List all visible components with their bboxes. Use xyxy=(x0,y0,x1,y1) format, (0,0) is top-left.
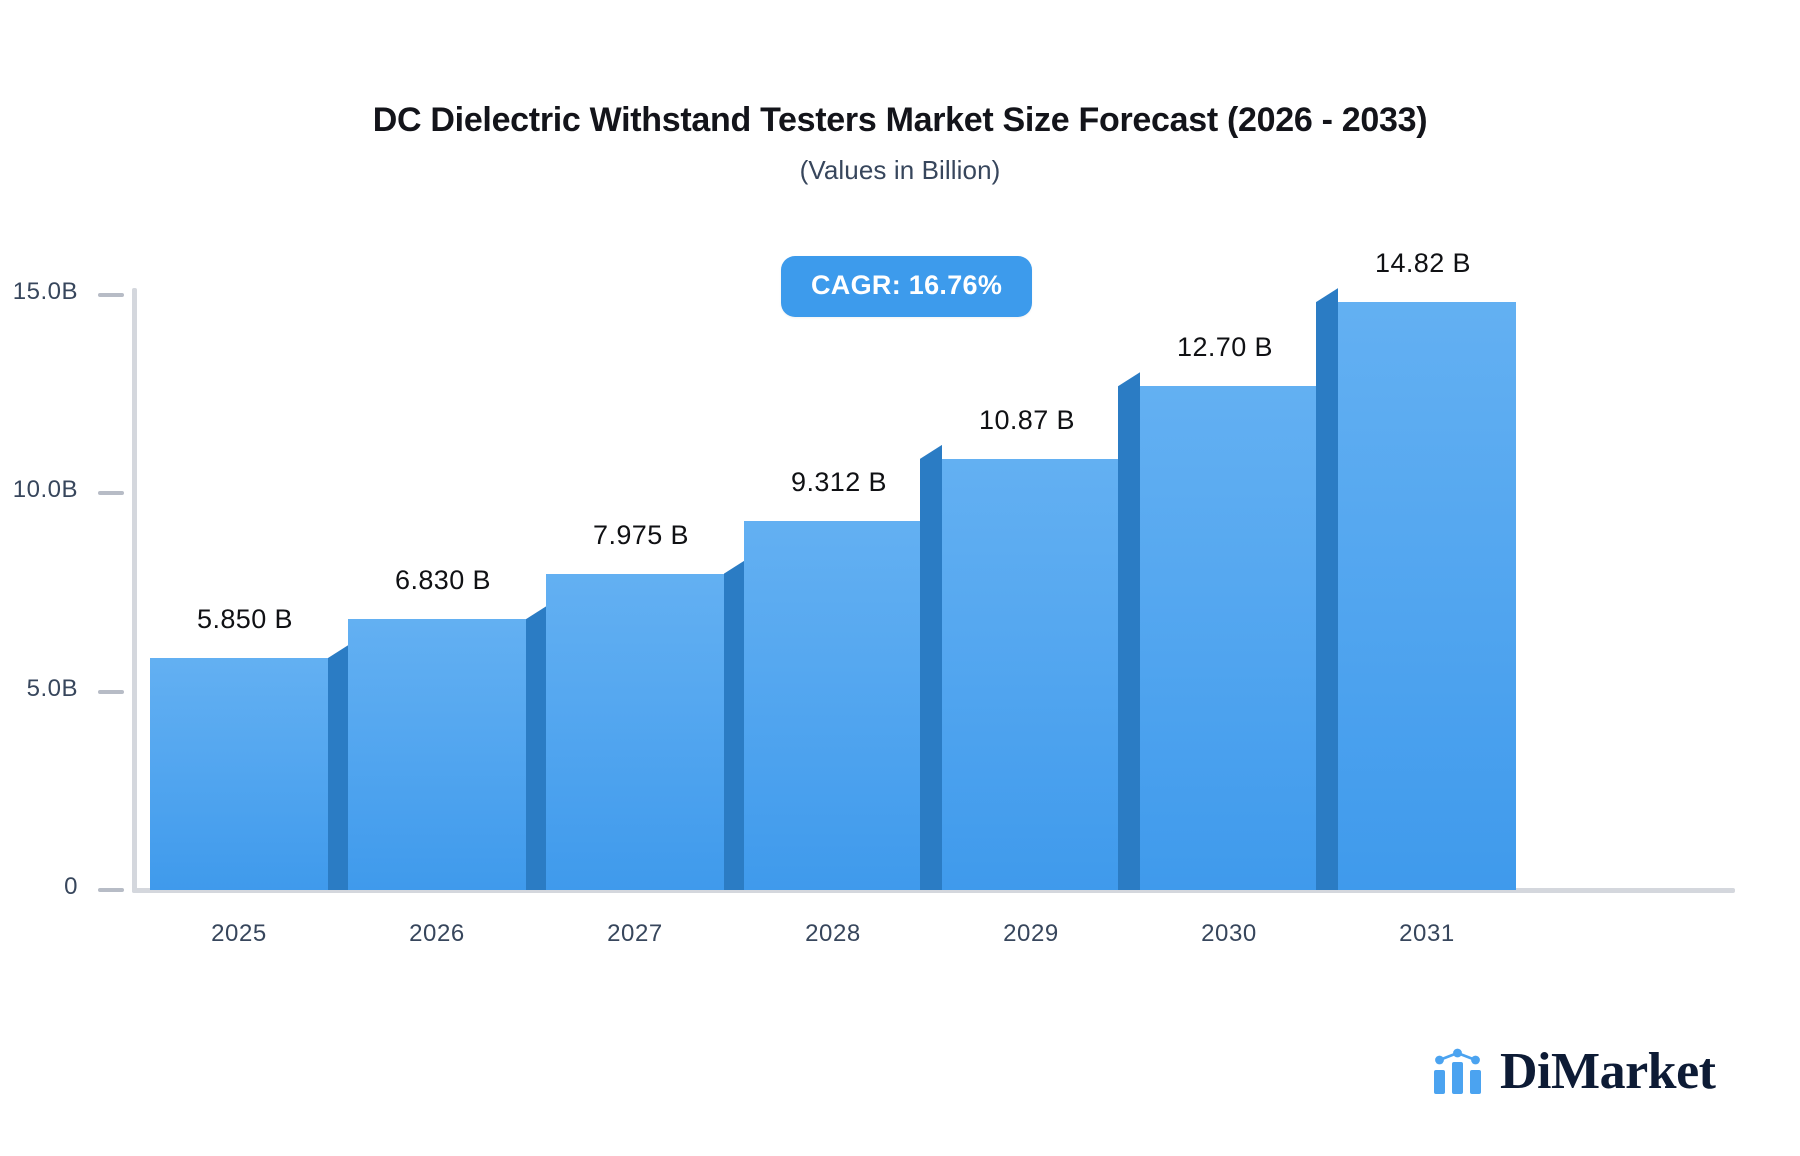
bar-front-face xyxy=(348,619,526,890)
bar-side-face xyxy=(526,605,548,890)
bar-2027[interactable] xyxy=(546,559,746,890)
y-axis-line xyxy=(132,288,137,893)
y-tick-label: 10.0B xyxy=(12,476,78,504)
bar-2028[interactable] xyxy=(744,506,944,890)
bar-value-label: 7.975 B xyxy=(593,519,689,550)
bar-value-label: 14.82 B xyxy=(1375,248,1471,279)
bar-value-label: 6.830 B xyxy=(395,565,491,596)
bar-side-face xyxy=(724,559,746,890)
chart-subtitle: (Values in Billion) xyxy=(799,154,1001,185)
bar-front-face xyxy=(546,573,724,890)
bar-value-label: 12.70 B xyxy=(1177,332,1273,363)
x-tick-label: 2030 xyxy=(1201,920,1257,947)
bar-value-label: 10.87 B xyxy=(979,404,1075,435)
y-tick-mark xyxy=(98,888,124,892)
cagr-badge: CAGR: 16.76% xyxy=(781,256,1033,317)
bar-2030[interactable] xyxy=(1118,372,1318,890)
logo-text: DiMarket xyxy=(1500,1043,1716,1100)
bar-front-face xyxy=(744,520,922,890)
y-tick-mark xyxy=(98,293,124,297)
bar-2025[interactable] xyxy=(150,643,350,890)
bar-front-face xyxy=(942,458,1120,890)
x-axis-line xyxy=(132,888,1735,893)
bar-side-face xyxy=(1316,288,1338,890)
x-tick-label: 2027 xyxy=(607,920,663,947)
bar-side-face xyxy=(328,643,350,890)
y-tick-mark xyxy=(98,689,124,694)
x-tick-label: 2029 xyxy=(1003,920,1059,947)
y-tick-label: 15.0B xyxy=(12,278,78,305)
bar-2031[interactable] xyxy=(1316,288,1516,890)
bar-front-face xyxy=(1140,386,1318,890)
bar-value-label: 9.312 B xyxy=(791,466,887,497)
bar-front-face xyxy=(1338,302,1516,890)
bar-side-face xyxy=(1118,372,1140,890)
y-tick-label: 0 xyxy=(64,873,78,900)
title-block: DC Dielectric Withstand Testers Market S… xyxy=(0,100,1800,186)
bar-value-label: 5.850 B xyxy=(197,603,293,634)
bar-2029[interactable] xyxy=(920,444,1120,890)
bar-front-face xyxy=(150,657,328,890)
x-tick-label: 2031 xyxy=(1399,920,1455,947)
x-tick-label: 2028 xyxy=(805,920,861,947)
bar-2026[interactable] xyxy=(348,605,548,890)
brand-logo: DiMarket xyxy=(1432,1043,1716,1100)
x-tick-label: 2025 xyxy=(211,920,267,947)
bar-side-face xyxy=(920,444,942,890)
bar-chart-icon xyxy=(1434,1048,1481,1094)
y-tick-label: 5.0B xyxy=(26,674,78,702)
y-tick-mark xyxy=(98,491,124,496)
chart-title: DC Dielectric Withstand Testers Market S… xyxy=(372,101,1428,139)
x-tick-label: 2026 xyxy=(409,920,465,947)
